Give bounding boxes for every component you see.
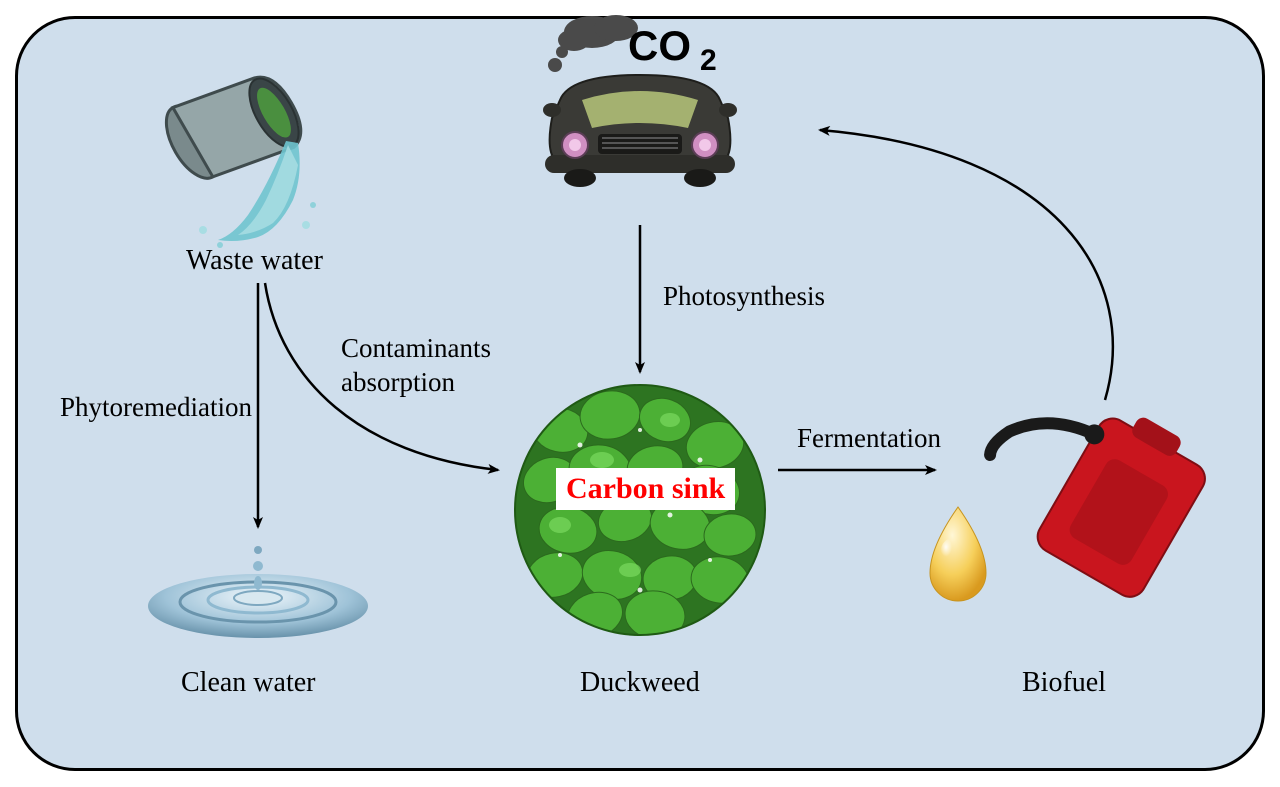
carbon-sink-label: Carbon sink bbox=[556, 468, 735, 510]
photosynthesis-label: Photosynthesis bbox=[663, 281, 825, 312]
biofuel-label: Biofuel bbox=[1022, 667, 1106, 699]
waste-water-label: Waste water bbox=[186, 245, 323, 277]
contaminants-label: Contaminants absorption bbox=[341, 332, 491, 400]
fermentation-label: Fermentation bbox=[797, 423, 941, 454]
clean-water-label: Clean water bbox=[181, 667, 316, 699]
phytoremediation-label: Phytoremediation bbox=[60, 392, 252, 423]
duckweed-label: Duckweed bbox=[580, 667, 700, 699]
